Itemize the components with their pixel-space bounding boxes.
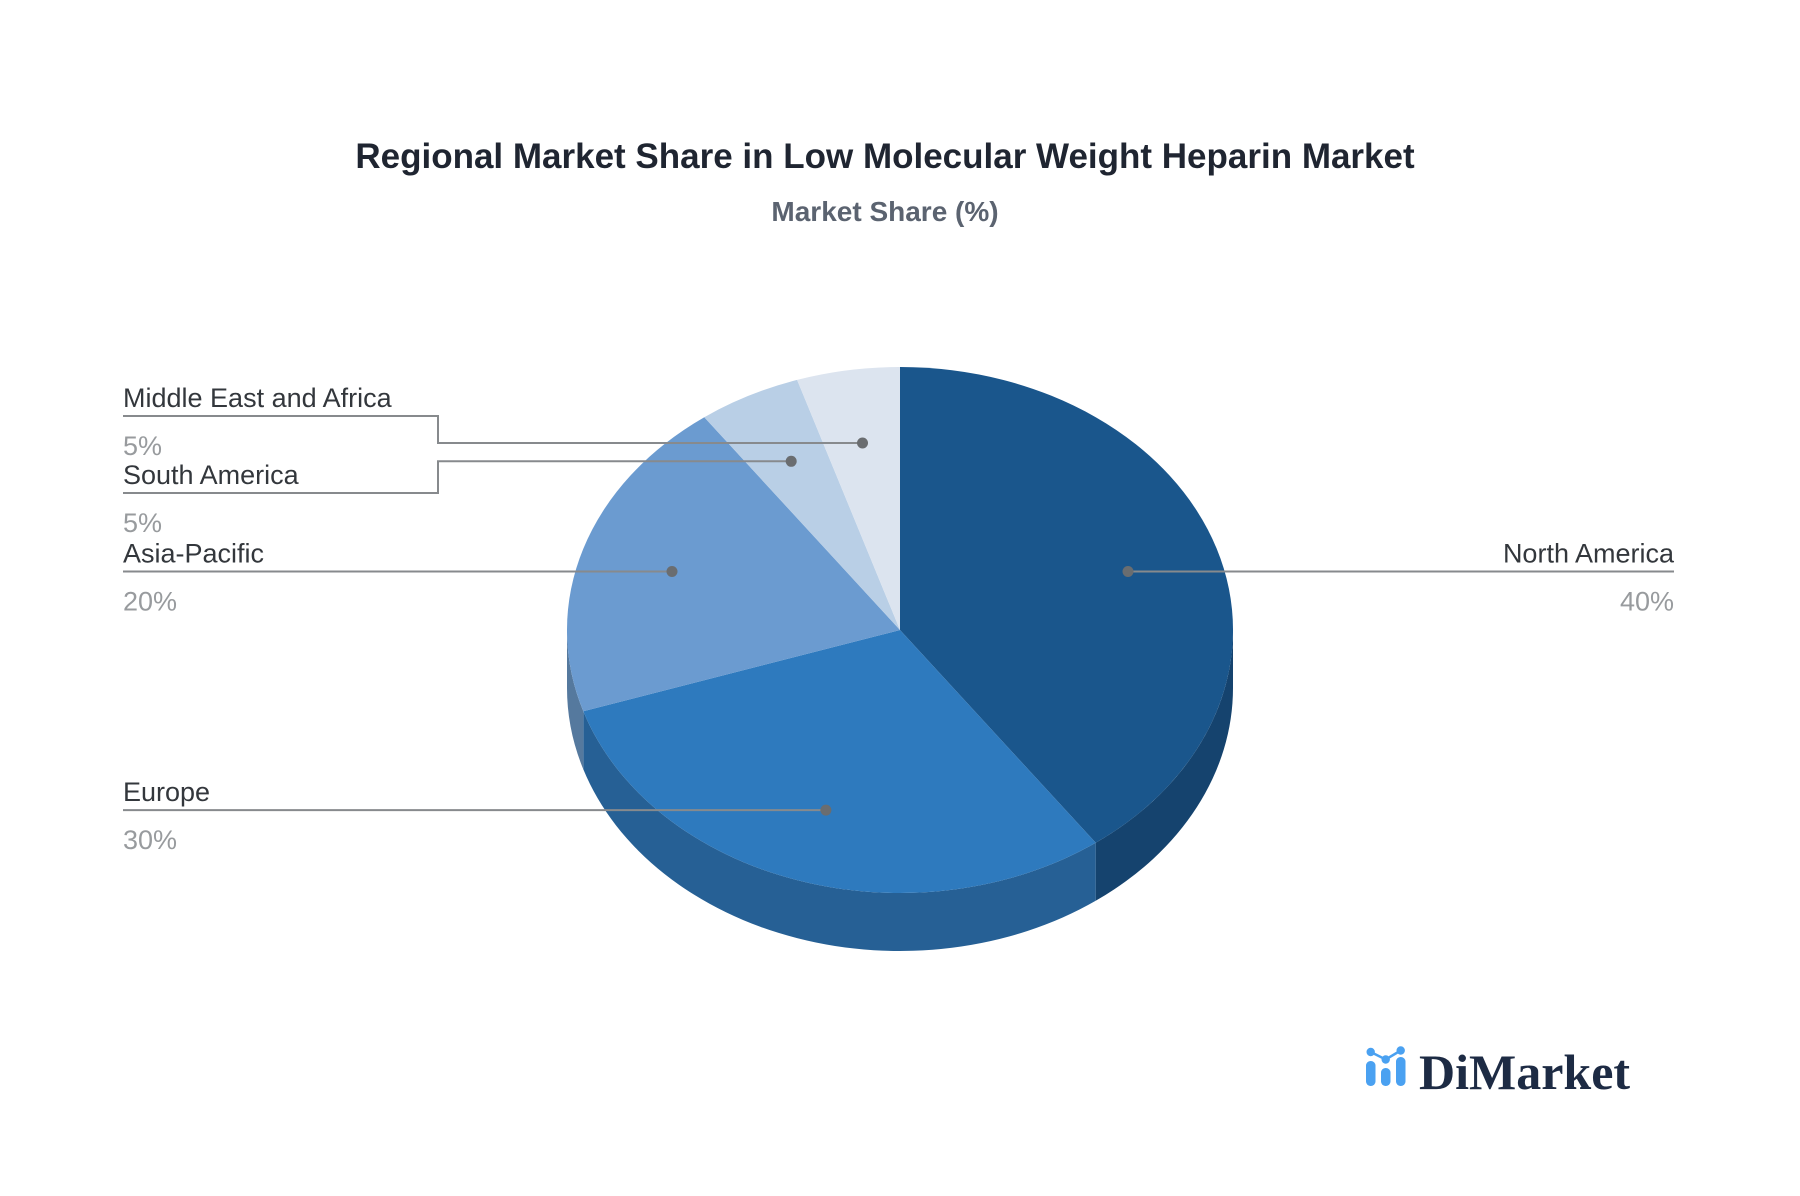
logo-text: DiMarket xyxy=(1419,1044,1630,1100)
slice-label-europe: Europe xyxy=(123,777,210,807)
slice-label-north-america: North America xyxy=(1503,539,1675,569)
logo-bar-right xyxy=(1396,1057,1406,1086)
slice-pct-south-america: 5% xyxy=(123,508,162,538)
chart-subtitle: Market Share (%) xyxy=(771,196,998,227)
callout-line-south-america xyxy=(123,460,792,494)
logo-dot-icon xyxy=(1396,1046,1405,1055)
pie-depth-sides xyxy=(567,630,1233,952)
slice-label-middle-east-and-africa: Middle East and Africa xyxy=(123,383,393,413)
pie-slice-side-asia-pacific xyxy=(567,630,584,770)
slice-label-south-america: South America xyxy=(123,460,300,490)
pie-slice-side-europe xyxy=(583,711,1096,952)
pie-callouts: North America 40% Europe 30% Asia-Pacific 20%… xyxy=(123,383,1675,855)
pie-slice-middle-east-and-africa xyxy=(797,367,900,630)
pie-slice-europe xyxy=(583,630,1096,894)
callout-dot-middle-east-and-africa xyxy=(857,437,868,449)
callout-dot-north-america xyxy=(1122,566,1134,577)
logo-bar-left xyxy=(1366,1061,1376,1086)
slice-pct-north-america: 40% xyxy=(1620,587,1674,617)
slice-pct-middle-east-and-africa: 5% xyxy=(123,431,162,461)
callout-dot-europe xyxy=(820,804,832,816)
callout-line-middle-east-and-africa xyxy=(123,415,863,444)
slice-pct-europe: 30% xyxy=(123,825,177,855)
callout-dot-south-america xyxy=(785,455,797,467)
dimarket-logo: DiMarket xyxy=(1366,1044,1630,1100)
logo-dot-icon xyxy=(1381,1055,1390,1064)
callout-dot-asia-pacific xyxy=(666,566,678,577)
slice-pct-asia-pacific: 20% xyxy=(123,587,177,617)
logo-dot-icon xyxy=(1366,1047,1375,1057)
chart-title: Regional Market Share in Low Molecular W… xyxy=(355,137,1415,176)
pie-slice-side-north-america xyxy=(1095,630,1233,901)
pie-slice-north-america xyxy=(900,366,1234,843)
pie-slices xyxy=(566,366,1234,894)
pie-slice-asia-pacific xyxy=(566,417,900,712)
slice-label-asia-pacific: Asia-Pacific xyxy=(123,539,264,569)
logo-bar-middle xyxy=(1381,1068,1391,1086)
